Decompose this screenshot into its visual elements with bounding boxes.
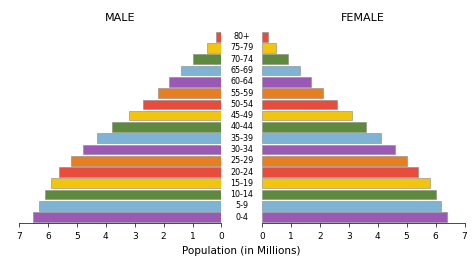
Text: 55-59: 55-59 <box>230 89 254 98</box>
Text: 10-14: 10-14 <box>230 190 253 199</box>
Text: 30-34: 30-34 <box>230 145 253 154</box>
Bar <box>262 122 366 132</box>
Bar <box>45 190 221 199</box>
Text: 50-54: 50-54 <box>230 100 253 109</box>
Text: 25-29: 25-29 <box>230 156 254 165</box>
Bar <box>82 145 221 154</box>
Bar <box>262 167 418 177</box>
Text: MALE: MALE <box>105 13 136 23</box>
Bar <box>158 88 221 98</box>
Text: FEMALE: FEMALE <box>341 13 385 23</box>
Bar <box>143 99 221 109</box>
Bar <box>262 201 441 211</box>
Bar <box>129 111 221 120</box>
Bar <box>262 190 436 199</box>
Text: 15-19: 15-19 <box>230 179 253 188</box>
Text: 45-49: 45-49 <box>230 111 253 120</box>
Bar <box>262 66 300 75</box>
Text: 40-44: 40-44 <box>230 123 253 131</box>
Bar <box>59 167 221 177</box>
Bar <box>39 201 221 211</box>
Text: 0-4: 0-4 <box>235 213 248 222</box>
Bar <box>262 54 288 64</box>
Bar <box>192 54 221 64</box>
Text: 80+: 80+ <box>233 32 250 41</box>
Text: 70-74: 70-74 <box>230 55 253 64</box>
Bar <box>34 212 221 222</box>
Bar <box>262 77 311 87</box>
Bar <box>262 88 323 98</box>
Bar <box>97 133 221 143</box>
Bar <box>262 178 430 188</box>
Bar <box>169 77 221 87</box>
Text: 60-64: 60-64 <box>230 77 253 86</box>
Bar <box>262 145 395 154</box>
Bar <box>262 156 407 166</box>
Text: 75-79: 75-79 <box>230 44 254 53</box>
Bar <box>181 66 221 75</box>
Bar <box>207 43 221 53</box>
Bar <box>262 133 381 143</box>
Bar <box>71 156 221 166</box>
Text: 65-69: 65-69 <box>230 66 253 75</box>
Bar <box>262 212 447 222</box>
Bar <box>216 32 221 41</box>
Text: 20-24: 20-24 <box>230 168 253 176</box>
Bar <box>262 32 268 41</box>
Text: Population (in Millions): Population (in Millions) <box>182 246 301 256</box>
Bar <box>51 178 221 188</box>
Bar <box>262 43 276 53</box>
Text: 5-9: 5-9 <box>235 201 248 210</box>
Bar <box>262 99 337 109</box>
Bar <box>111 122 221 132</box>
Text: 35-39: 35-39 <box>230 134 253 143</box>
Bar <box>262 111 352 120</box>
